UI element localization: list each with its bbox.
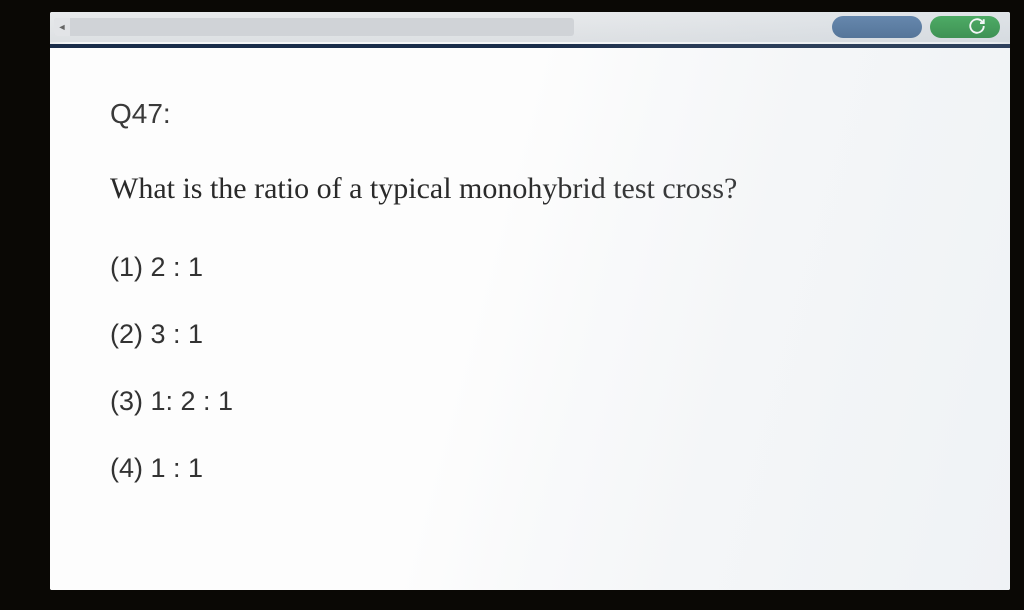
device-frame: ◄ Q47: What is the ratio of a typical mo… — [0, 0, 1024, 610]
top-toolbar: ◄ — [50, 12, 1010, 42]
screen-area: ◄ Q47: What is the ratio of a typical mo… — [50, 12, 1010, 590]
option-3[interactable]: (3) 1: 2 : 1 — [110, 386, 990, 417]
question-text: What is the ratio of a typical monohybri… — [110, 168, 990, 210]
chevron-left-icon: ◄ — [58, 22, 67, 32]
toolbar-button-green[interactable] — [930, 16, 1000, 38]
question-number: Q47: — [110, 98, 990, 130]
option-2[interactable]: (2) 3 : 1 — [110, 319, 990, 350]
toolbar-button-blue[interactable] — [832, 16, 922, 38]
refresh-icon — [968, 17, 986, 38]
option-1[interactable]: (1) 2 : 1 — [110, 252, 990, 283]
scroll-left-button[interactable]: ◄ — [54, 18, 70, 36]
options-list: (1) 2 : 1 (2) 3 : 1 (3) 1: 2 : 1 (4) 1 :… — [110, 252, 990, 484]
option-4[interactable]: (4) 1 : 1 — [110, 453, 990, 484]
question-content-area: Q47: What is the ratio of a typical mono… — [50, 48, 1010, 590]
horizontal-scrollbar[interactable]: ◄ — [54, 18, 574, 36]
